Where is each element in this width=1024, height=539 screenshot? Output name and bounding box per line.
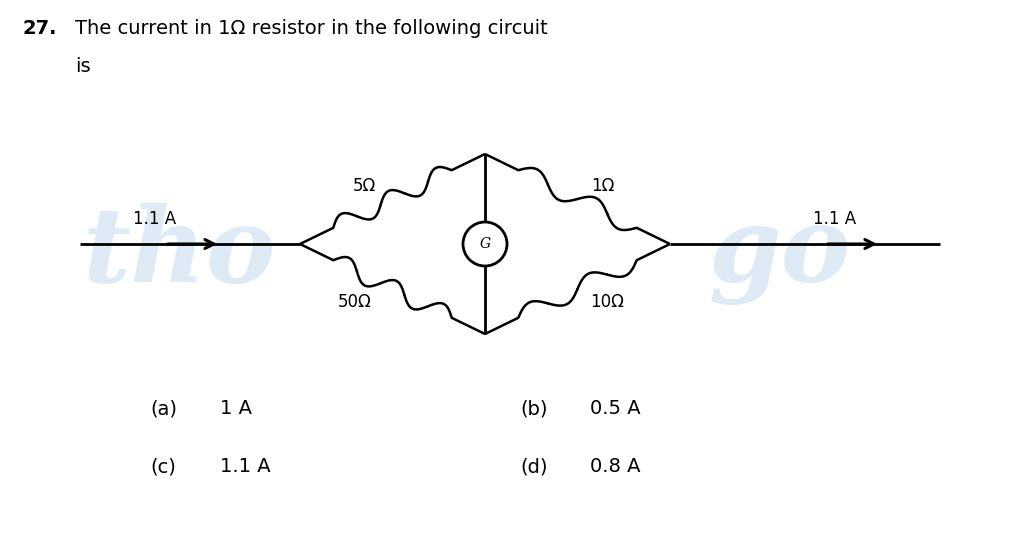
Text: The current in 1Ω resistor in the following circuit: The current in 1Ω resistor in the follow… xyxy=(75,19,548,38)
Text: 1 A: 1 A xyxy=(220,399,252,418)
Text: 10Ω: 10Ω xyxy=(591,293,625,311)
Text: G: G xyxy=(479,237,490,251)
Text: go: go xyxy=(709,203,851,305)
Text: 1.1 A: 1.1 A xyxy=(220,458,270,476)
Text: 0.5 A: 0.5 A xyxy=(590,399,641,418)
Text: (c): (c) xyxy=(150,458,176,476)
Text: 1Ω: 1Ω xyxy=(591,177,614,195)
Text: (d): (d) xyxy=(520,458,548,476)
Text: 27.: 27. xyxy=(22,19,56,38)
Text: tho: tho xyxy=(83,203,276,305)
Text: 50Ω: 50Ω xyxy=(338,293,372,311)
Circle shape xyxy=(463,222,507,266)
Text: 1.1 A: 1.1 A xyxy=(133,210,176,228)
Text: 0.8 A: 0.8 A xyxy=(590,458,640,476)
Text: 5Ω: 5Ω xyxy=(353,177,376,195)
Text: is: is xyxy=(75,57,91,76)
Text: (b): (b) xyxy=(520,399,548,418)
Text: (a): (a) xyxy=(150,399,177,418)
Text: 1.1 A: 1.1 A xyxy=(813,210,856,228)
